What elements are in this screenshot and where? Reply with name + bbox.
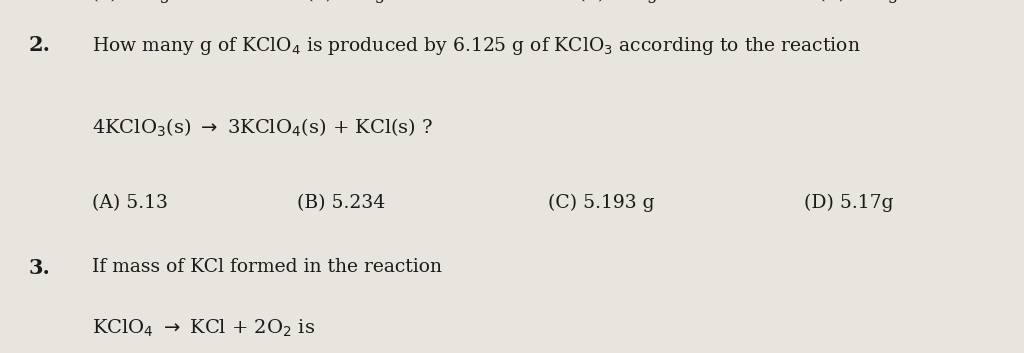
Text: How many g of KClO$_4$ is produced by 6.125 g of KClO$_3$ according to the react: How many g of KClO$_4$ is produced by 6.… (92, 35, 861, 57)
Text: (C) 110 g: (C) 110 g (579, 0, 657, 3)
Text: 2.: 2. (29, 35, 50, 55)
Text: (A) 420 g: (A) 420 g (92, 0, 170, 3)
Text: 4KClO$_3$(s) $\rightarrow$ 3KClO$_4$(s) + KCl(s) ?: 4KClO$_3$(s) $\rightarrow$ 3KClO$_4$(s) … (92, 116, 433, 139)
Text: If mass of KCl formed in the reaction: If mass of KCl formed in the reaction (92, 258, 442, 276)
Text: (D) 100 g: (D) 100 g (819, 0, 899, 3)
Text: 3.: 3. (29, 258, 50, 278)
Text: KClO$_4$ $\rightarrow$ KCl + 2O$_2$ is: KClO$_4$ $\rightarrow$ KCl + 2O$_2$ is (92, 318, 315, 339)
Text: (D) 5.17g: (D) 5.17g (804, 194, 893, 213)
Text: (A) 5.13: (A) 5.13 (92, 194, 168, 212)
Text: (B) 5.234: (B) 5.234 (297, 194, 385, 212)
Text: (C) 5.193 g: (C) 5.193 g (548, 194, 654, 213)
Text: (B) 430 g: (B) 430 g (307, 0, 385, 3)
